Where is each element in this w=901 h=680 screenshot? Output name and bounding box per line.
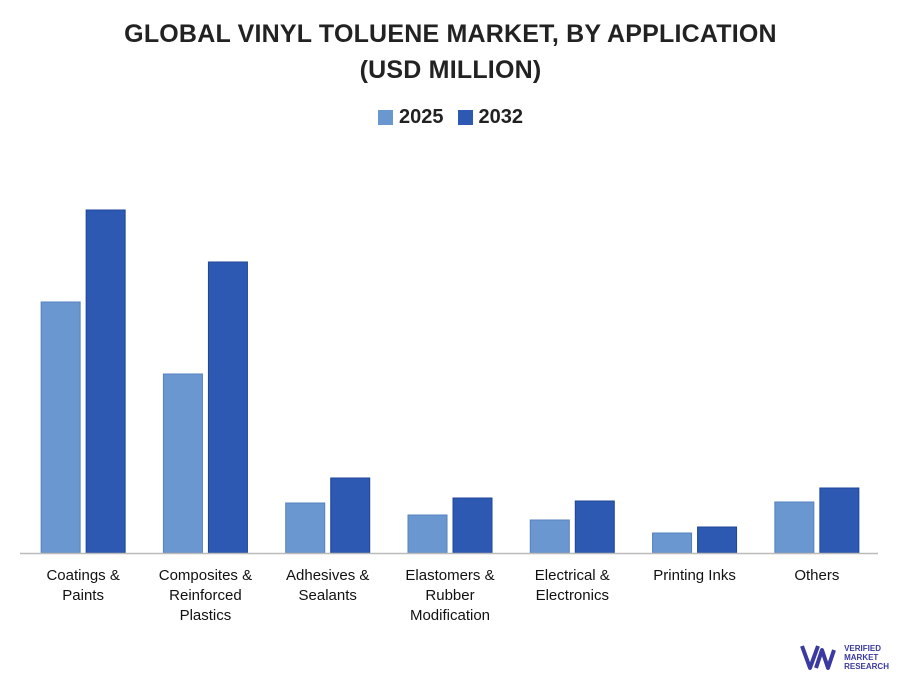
chart-subtitle: (USD MILLION) bbox=[359, 56, 542, 84]
bar-2032-5 bbox=[697, 526, 738, 554]
x-tick-label-line: Reinforced bbox=[169, 587, 242, 604]
bar-2025-5 bbox=[652, 532, 693, 554]
x-tick-label-line: Sealants bbox=[298, 587, 357, 604]
legend-swatch-2025 bbox=[378, 110, 393, 125]
x-tick-label: Elastomers & Rubber Modification bbox=[390, 566, 510, 626]
legend-label-2025: 2025 bbox=[399, 106, 444, 128]
x-tick-label: Composites & Reinforced Plastics bbox=[145, 566, 265, 626]
logo-text: VERIFIED MARKET RESEARCH bbox=[844, 643, 889, 671]
bar-2025-4 bbox=[529, 519, 570, 554]
bar-2025-1 bbox=[162, 373, 203, 554]
x-tick-label-line: Plastics bbox=[179, 607, 232, 624]
x-tick-label: Electrical & Electronics bbox=[512, 566, 632, 606]
vmr-logo-icon bbox=[800, 645, 836, 670]
x-tick-label: Others bbox=[757, 566, 877, 586]
bar-2032-1 bbox=[207, 261, 248, 554]
x-tick-label-line: Elastomers & bbox=[405, 567, 495, 584]
bar-2032-4 bbox=[574, 500, 615, 554]
verified-market-research-logo: VERIFIED MARKET RESEARCH bbox=[800, 642, 889, 672]
x-tick-label-line: Composites & bbox=[158, 567, 253, 584]
x-tick-label-line: Rubber bbox=[425, 587, 475, 604]
x-tick-label-line: Paints bbox=[62, 587, 104, 604]
x-tick-label-line: Others bbox=[794, 567, 840, 584]
x-tick-label-line: Printing Inks bbox=[653, 567, 736, 584]
bar-2025-6 bbox=[774, 501, 815, 554]
x-tick-label-line: Electronics bbox=[535, 587, 609, 604]
x-tick-label-line: Modification bbox=[409, 607, 491, 624]
bar-2032-0 bbox=[85, 209, 126, 554]
bar-2032-3 bbox=[452, 497, 493, 554]
x-tick-label-line: Adhesives & bbox=[286, 567, 370, 584]
x-tick-label-line: Electrical & bbox=[534, 567, 610, 584]
x-tick-label: Printing Inks bbox=[635, 566, 755, 586]
bar-2032-2 bbox=[330, 477, 371, 554]
bar-2025-0 bbox=[40, 301, 81, 554]
bar-2025-3 bbox=[407, 514, 448, 554]
legend: 2025 2032 bbox=[0, 106, 901, 129]
bar-2032-6 bbox=[819, 487, 860, 554]
legend-swatch-2032 bbox=[457, 110, 473, 125]
bar-2025-2 bbox=[285, 502, 326, 554]
chart-title: GLOBAL VINYL TOLUENE MARKET, BY APPLICAT… bbox=[124, 20, 777, 48]
legend-label-2032: 2032 bbox=[478, 106, 524, 128]
x-tick-label: Coatings & Paints bbox=[23, 566, 143, 606]
x-tick-label-line: Coatings & bbox=[46, 567, 120, 584]
legend-item-2025: 2025 bbox=[378, 106, 444, 129]
x-tick-label: Adhesives & Sealants bbox=[268, 566, 388, 606]
legend-item-2032: 2032 bbox=[457, 106, 524, 129]
